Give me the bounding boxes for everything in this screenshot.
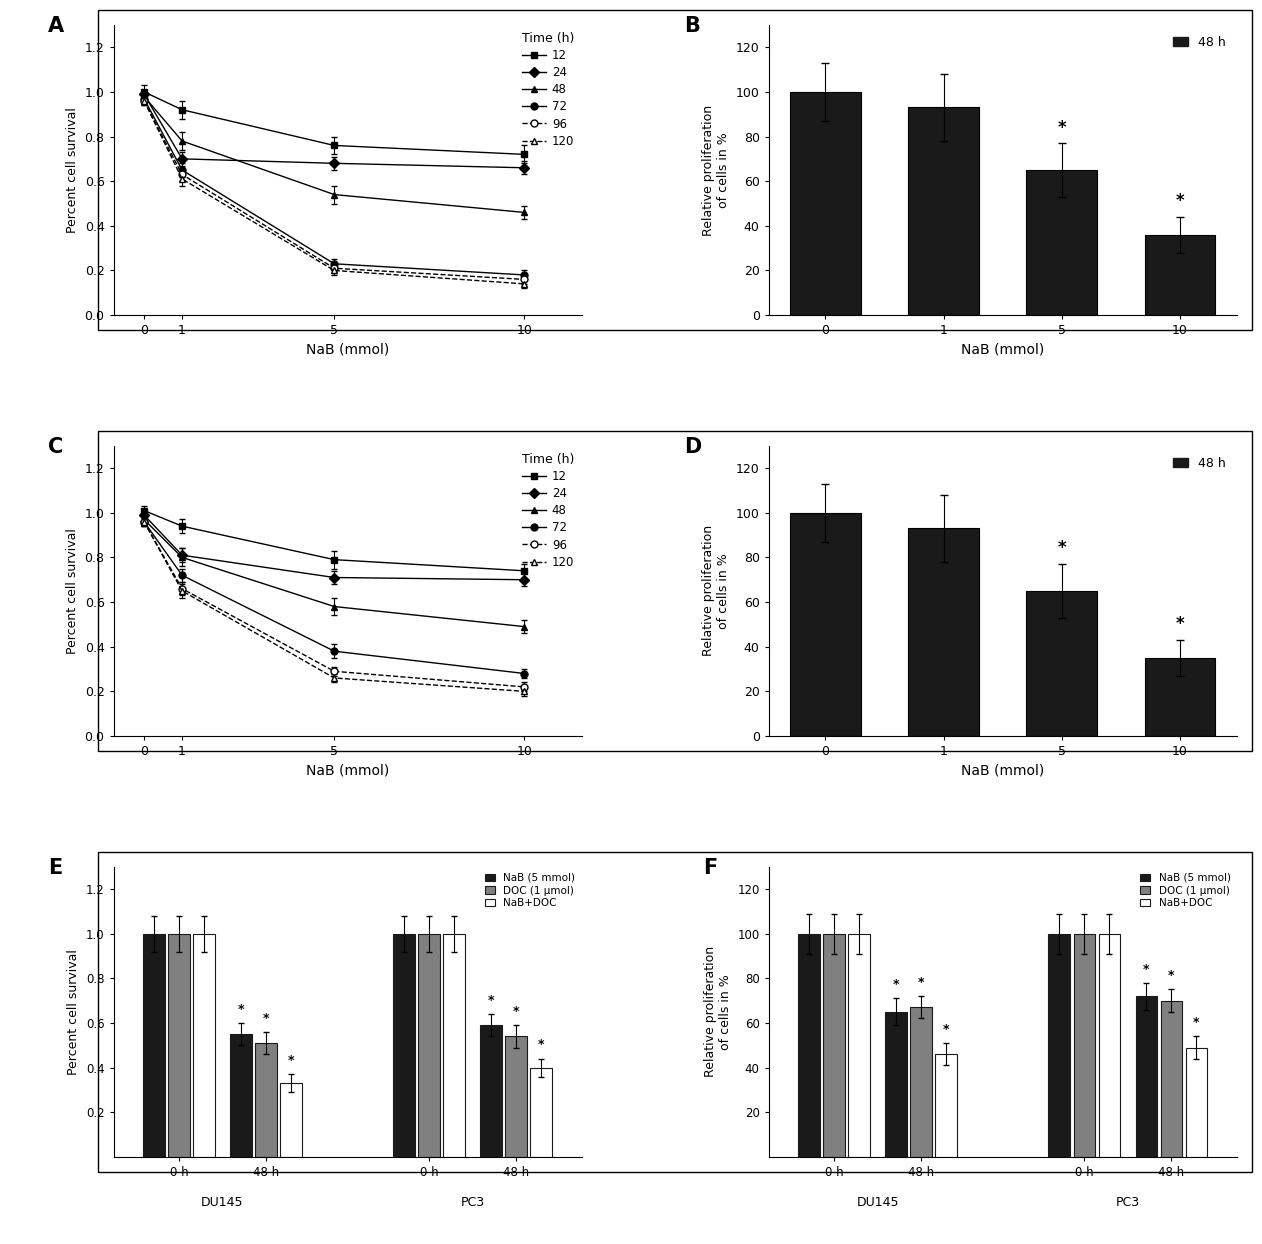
- Bar: [1026, 170, 1097, 315]
- Legend: 48 h: 48 h: [1167, 452, 1230, 475]
- Bar: [443, 934, 466, 1157]
- Bar: [530, 1067, 553, 1157]
- Legend: 48 h: 48 h: [1167, 31, 1230, 55]
- Bar: [143, 934, 165, 1157]
- Text: *: *: [1176, 193, 1184, 210]
- Bar: [168, 934, 189, 1157]
- Text: *: *: [1176, 616, 1184, 633]
- Bar: [935, 1054, 957, 1157]
- Text: *: *: [237, 1003, 244, 1015]
- Bar: [481, 1025, 502, 1157]
- X-axis label: NaB (mmol): NaB (mmol): [962, 343, 1045, 357]
- Y-axis label: Percent cell survival: Percent cell survival: [66, 107, 80, 233]
- Text: *: *: [1058, 540, 1066, 557]
- Bar: [1136, 996, 1157, 1157]
- Text: *: *: [1143, 963, 1150, 975]
- Text: *: *: [917, 975, 924, 989]
- Bar: [230, 1034, 252, 1157]
- Text: *: *: [488, 994, 495, 1006]
- X-axis label: NaB (mmol): NaB (mmol): [962, 764, 1045, 778]
- Y-axis label: Percent cell survival: Percent cell survival: [66, 527, 80, 654]
- Bar: [798, 934, 820, 1157]
- Y-axis label: Percent cell survival: Percent cell survival: [67, 949, 81, 1075]
- Text: *: *: [1169, 969, 1175, 983]
- Bar: [909, 529, 979, 736]
- Legend: 12, 24, 48, 72, 96, 120: 12, 24, 48, 72, 96, 120: [517, 448, 579, 573]
- Text: *: *: [892, 978, 900, 991]
- Text: PC3: PC3: [1116, 1195, 1140, 1209]
- X-axis label: NaB (mmol): NaB (mmol): [305, 343, 389, 357]
- Bar: [1049, 934, 1070, 1157]
- Text: *: *: [943, 1023, 949, 1036]
- Bar: [1074, 934, 1095, 1157]
- Bar: [418, 934, 440, 1157]
- Text: *: *: [262, 1011, 269, 1025]
- Bar: [1145, 658, 1215, 736]
- Bar: [848, 934, 870, 1157]
- X-axis label: NaB (mmol): NaB (mmol): [305, 764, 389, 778]
- Legend: 12, 24, 48, 72, 96, 120: 12, 24, 48, 72, 96, 120: [517, 27, 579, 153]
- Text: *: *: [538, 1039, 544, 1051]
- Bar: [505, 1036, 528, 1157]
- Bar: [910, 1008, 933, 1157]
- Bar: [255, 1042, 276, 1157]
- Text: *: *: [514, 1005, 520, 1018]
- Text: *: *: [1058, 118, 1066, 137]
- Text: DU145: DU145: [857, 1195, 899, 1209]
- Bar: [790, 92, 861, 315]
- Y-axis label: Relative proliferation
of cells in %: Relative proliferation of cells in %: [703, 104, 731, 235]
- Bar: [1145, 235, 1215, 315]
- Bar: [1026, 591, 1097, 736]
- Bar: [1098, 934, 1121, 1157]
- Legend: NaB (5 mmol), DOC (1 μmol), NaB+DOC: NaB (5 mmol), DOC (1 μmol), NaB+DOC: [1136, 868, 1234, 912]
- Bar: [1185, 1047, 1208, 1157]
- Legend: NaB (5 mmol), DOC (1 μmol), NaB+DOC: NaB (5 mmol), DOC (1 μmol), NaB+DOC: [481, 868, 579, 912]
- Text: E: E: [48, 858, 62, 878]
- Text: DU145: DU145: [201, 1195, 244, 1209]
- Text: PC3: PC3: [461, 1195, 485, 1209]
- Text: A: A: [48, 16, 64, 36]
- Text: *: *: [1194, 1016, 1200, 1029]
- Bar: [1161, 1000, 1182, 1157]
- Bar: [193, 934, 215, 1157]
- Bar: [885, 1011, 907, 1157]
- Bar: [823, 934, 846, 1157]
- Bar: [790, 513, 861, 736]
- Text: C: C: [48, 437, 63, 457]
- Text: *: *: [288, 1054, 294, 1067]
- Bar: [280, 1084, 302, 1157]
- Text: F: F: [703, 858, 718, 878]
- Bar: [909, 107, 979, 315]
- Bar: [394, 934, 415, 1157]
- Y-axis label: Relative proliferation
of cells in %: Relative proliferation of cells in %: [704, 947, 732, 1077]
- Text: B: B: [684, 16, 700, 36]
- Text: D: D: [684, 437, 702, 457]
- Y-axis label: Relative proliferation
of cells in %: Relative proliferation of cells in %: [703, 525, 731, 657]
